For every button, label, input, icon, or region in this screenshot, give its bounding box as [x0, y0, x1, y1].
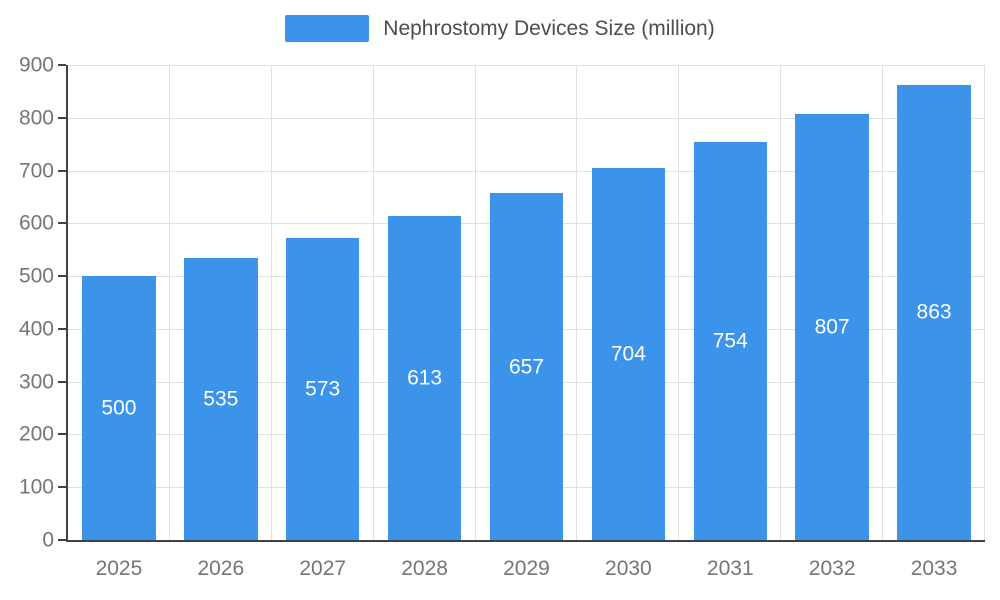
y-tick-mark [58, 433, 66, 436]
legend[interactable]: Nephrostomy Devices Size (million) [0, 15, 1000, 42]
x-tick-label: 2028 [401, 557, 448, 580]
v-gridline [780, 65, 782, 540]
bar-2030[interactable] [591, 168, 666, 540]
v-gridline [474, 65, 476, 540]
bar-2026[interactable] [184, 257, 258, 540]
legend-label: Nephrostomy Devices Size (million) [383, 16, 715, 40]
bar-2032[interactable] [795, 114, 869, 540]
x-axis-line [66, 540, 985, 542]
bar-2028[interactable] [387, 216, 462, 540]
v-gridline [270, 65, 272, 540]
y-tick-mark [58, 539, 66, 541]
bar-value-label: 704 [610, 342, 646, 366]
y-tick-label: 200 [18, 422, 54, 446]
y-axis-labels: 0 100 200 300 400 500 600 700 800 900 [0, 55, 54, 551]
v-gridline [168, 65, 170, 540]
y-tick-label: 100 [18, 475, 54, 499]
bar-2029[interactable] [489, 193, 564, 540]
bar-2033[interactable] [897, 84, 971, 540]
legend-swatch [285, 15, 370, 42]
bar-value-label: 754 [712, 329, 748, 353]
y-tick-label: 0 [42, 528, 54, 552]
y-tick-mark [58, 64, 66, 66]
y-tick-mark [58, 169, 66, 172]
v-gridline [372, 65, 374, 540]
y-tick-mark [58, 116, 66, 119]
bar-value-label: 535 [203, 387, 239, 411]
bar-2025[interactable] [82, 276, 156, 540]
y-tick-label: 300 [18, 370, 54, 394]
v-gridline [576, 65, 578, 540]
x-tick-label: 2031 [706, 557, 754, 580]
v-gridline [882, 65, 884, 540]
y-tick-mark [58, 486, 66, 489]
x-axis-labels: 2025 2026 2027 2028 2029 2030 2031 2032 2033 [68, 552, 985, 586]
y-tick-label: 600 [18, 211, 54, 235]
x-tick-label: 2029 [503, 557, 550, 580]
h-gridline [68, 117, 985, 119]
bar-value-label: 500 [101, 396, 137, 420]
bar-value-label: 657 [508, 355, 544, 379]
y-tick-label: 400 [18, 317, 54, 341]
bar-value-label: 573 [305, 377, 341, 401]
bar-2031[interactable] [693, 142, 767, 540]
y-tick-mark [58, 222, 66, 225]
y-tick-mark [58, 380, 66, 383]
y-axis-line [66, 65, 68, 540]
x-tick-label: 2030 [605, 557, 652, 580]
bar-value-label: 807 [814, 315, 850, 339]
x-tick-label: 2032 [808, 557, 856, 580]
y-tick-label: 500 [18, 264, 54, 288]
x-tick-label: 2026 [197, 557, 245, 580]
v-gridline [678, 65, 680, 540]
x-tick-label: 2025 [95, 557, 143, 580]
y-tick-mark [58, 327, 66, 330]
h-gridline [68, 65, 985, 66]
x-tick-label: 2033 [910, 557, 958, 580]
y-tick-mark [58, 275, 66, 278]
bar-value-label: 613 [407, 366, 443, 390]
bar-2027[interactable] [286, 237, 360, 540]
h-gridline [68, 170, 985, 172]
y-tick-label: 900 [18, 53, 54, 77]
y-tick-label: 700 [18, 159, 54, 183]
y-tick-label: 800 [18, 106, 54, 130]
bar-value-label: 863 [916, 300, 952, 324]
x-tick-label: 2027 [299, 557, 347, 580]
plot-area: 500 535 573 613 657 704 754 807 863 [58, 64, 985, 542]
v-gridline [984, 65, 985, 540]
